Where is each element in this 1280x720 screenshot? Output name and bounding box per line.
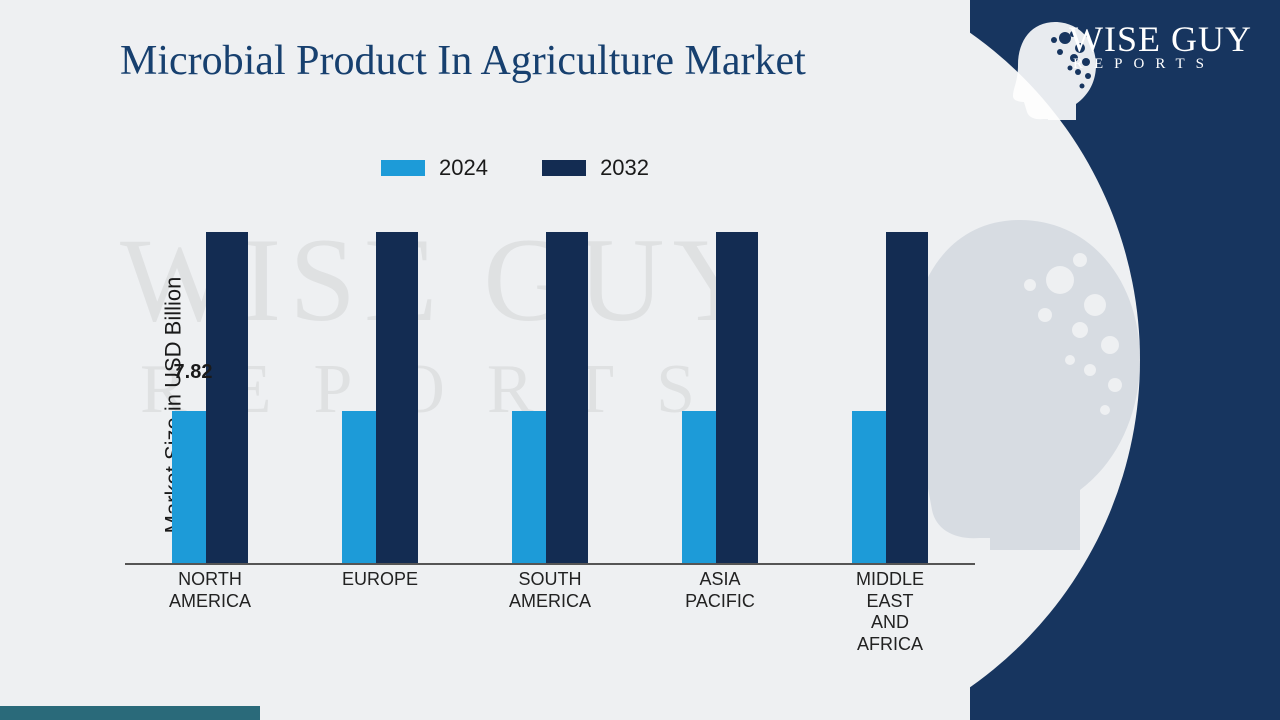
- plot-area: 7.82: [125, 205, 975, 565]
- legend-label-2024: 2024: [439, 155, 488, 181]
- bar-2032: [886, 232, 928, 563]
- logo: WISE GUY REPORTS: [1069, 18, 1252, 73]
- bar-2032: [206, 232, 248, 563]
- bar-group: [125, 232, 295, 563]
- x-label: NORTHAMERICA: [125, 569, 295, 612]
- page: WISE GUY REPORTS WISE GUY REPORTS Microb…: [0, 0, 1280, 720]
- legend-swatch-2024: [381, 160, 425, 176]
- x-label: SOUTHAMERICA: [465, 569, 635, 612]
- x-label: MIDDLEEASTANDAFRICA: [805, 569, 975, 655]
- legend-item-2024: 2024: [381, 155, 488, 181]
- bar-group: [295, 232, 465, 563]
- legend-label-2032: 2032: [600, 155, 649, 181]
- bar-2032: [716, 232, 758, 563]
- x-label: EUROPE: [295, 569, 465, 591]
- bar-group: [465, 232, 635, 563]
- legend: 2024 2032: [55, 155, 975, 182]
- x-label: ASIAPACIFIC: [635, 569, 805, 612]
- chart-title: Microbial Product In Agriculture Market: [120, 38, 820, 84]
- bottom-accent-bar: [0, 706, 260, 720]
- bar-2032: [376, 232, 418, 563]
- data-label: 7.82: [174, 361, 213, 384]
- legend-item-2032: 2032: [542, 155, 649, 181]
- chart: Market Size in USD Billion 2024 2032 7.8…: [55, 155, 975, 655]
- bar-2032: [546, 232, 588, 563]
- legend-swatch-2032: [542, 160, 586, 176]
- bar-group: [635, 232, 805, 563]
- bar-group: [805, 232, 975, 563]
- logo-main: WISE GUY: [1069, 18, 1252, 60]
